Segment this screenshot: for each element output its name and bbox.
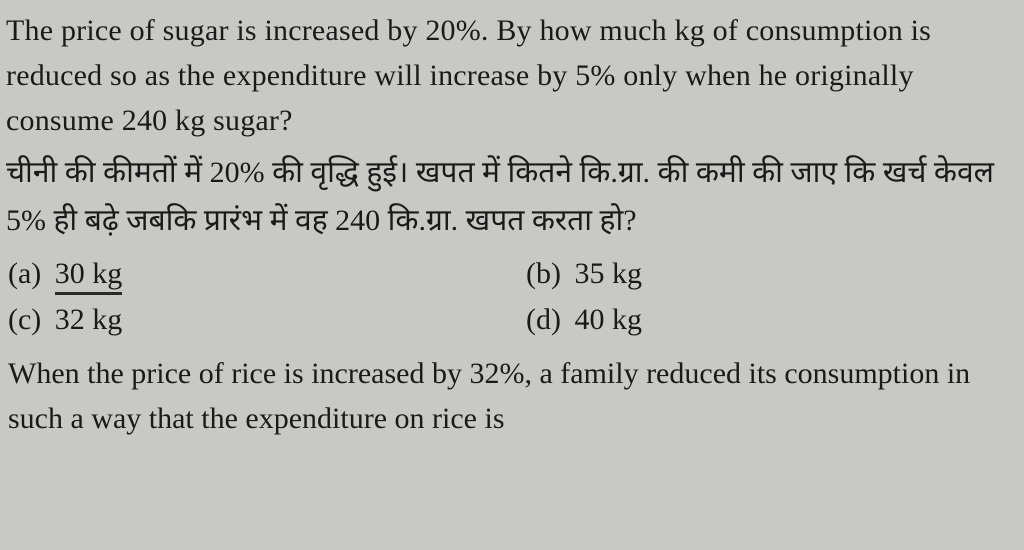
options-grid: (a) 30 kg (b) 35 kg (c) 32 kg (d) 40 kg bbox=[8, 253, 1004, 341]
option-d-label: (d) bbox=[526, 303, 561, 336]
option-c-value: 32 kg bbox=[55, 303, 123, 336]
option-b-value: 35 kg bbox=[574, 257, 642, 290]
option-a: (a) 30 kg bbox=[8, 253, 486, 295]
option-a-label: (a) bbox=[8, 257, 41, 290]
question-english: The price of sugar is increased by 20%. … bbox=[6, 8, 1004, 143]
option-d: (d) 40 kg bbox=[526, 299, 1004, 341]
option-a-value: 30 kg bbox=[55, 257, 123, 295]
option-c-label: (c) bbox=[8, 303, 41, 336]
option-b: (b) 35 kg bbox=[526, 253, 1004, 295]
next-question-partial: When the price of rice is increased by 3… bbox=[8, 351, 1004, 441]
option-c: (c) 32 kg bbox=[8, 299, 486, 341]
option-b-label: (b) bbox=[526, 257, 561, 290]
question-hindi: चीनी की कीमतों में 20% की वृद्धि हुई। खप… bbox=[6, 149, 1004, 245]
option-d-value: 40 kg bbox=[574, 303, 642, 336]
